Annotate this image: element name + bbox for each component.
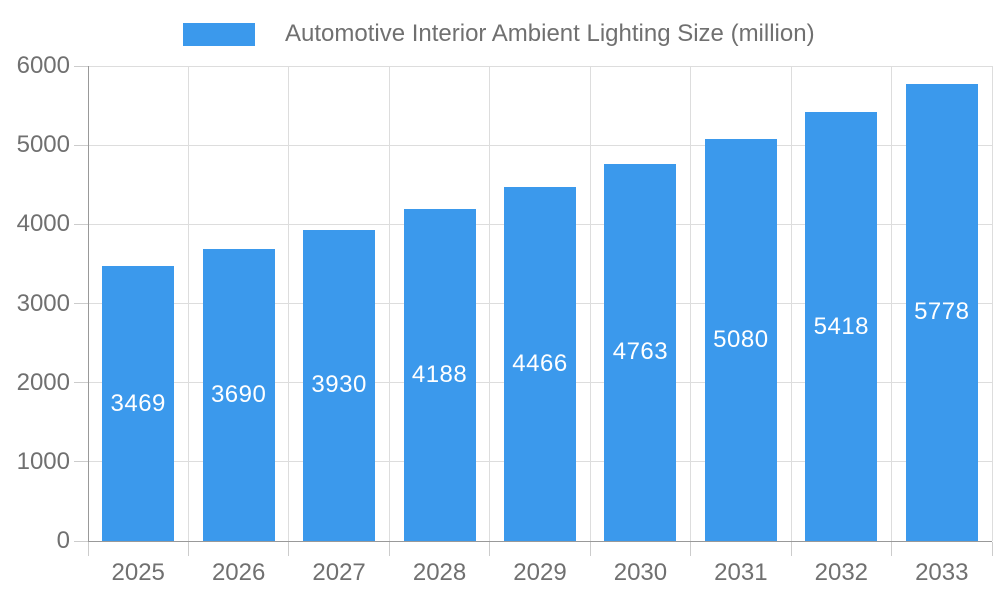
- y-tick-label: 3000: [16, 289, 70, 317]
- x-tick-label: 2030: [613, 559, 668, 586]
- y-tick-label: 5000: [16, 131, 70, 159]
- bar[interactable]: 4466: [504, 187, 576, 541]
- v-gridline: [991, 66, 993, 541]
- bar-value-label: 4763: [612, 338, 669, 366]
- x-tick-label: 2033: [915, 559, 969, 586]
- y-tick-label: 0: [56, 527, 70, 554]
- y-tick: [74, 223, 88, 225]
- x-tick: [388, 542, 390, 556]
- legend-item[interactable]: Automotive Interior Ambient Lighting Siz…: [183, 20, 815, 48]
- x-axis-line: [88, 540, 992, 542]
- x-tick: [87, 542, 89, 556]
- x-tick-label: 2025: [111, 559, 165, 586]
- bar[interactable]: 3469: [102, 266, 175, 541]
- x-tick: [991, 542, 993, 556]
- bar[interactable]: 4188: [403, 209, 476, 541]
- bar-value-label: 4466: [512, 350, 568, 378]
- bar[interactable]: 3930: [303, 229, 376, 541]
- x-tick-label: 2029: [513, 559, 567, 586]
- bar-value-label: 3469: [110, 389, 166, 417]
- bar[interactable]: 4763: [604, 163, 677, 541]
- bar[interactable]: 5778: [905, 83, 978, 541]
- y-tick-label: 6000: [16, 52, 70, 79]
- x-tick: [489, 542, 491, 556]
- v-gridline: [589, 66, 591, 541]
- x-tick-label: 2032: [814, 559, 869, 586]
- y-tick: [74, 382, 88, 384]
- y-tick-label: 2000: [16, 368, 70, 396]
- bar-value-label: 3690: [210, 380, 267, 408]
- bar-value-label: 4188: [411, 361, 468, 389]
- h-gridline: [88, 144, 992, 146]
- x-tick: [690, 542, 692, 556]
- y-tick-label: 1000: [16, 447, 70, 475]
- h-gridline: [88, 65, 992, 67]
- x-tick-label: 2028: [412, 559, 467, 586]
- x-tick: [288, 542, 290, 556]
- bar-value-label: 3930: [311, 371, 367, 399]
- bar[interactable]: 5080: [704, 138, 777, 541]
- v-gridline: [891, 66, 893, 541]
- v-gridline: [288, 66, 290, 541]
- x-tick: [589, 542, 591, 556]
- x-tick: [790, 542, 792, 556]
- bar[interactable]: 3690: [202, 248, 275, 541]
- v-gridline: [489, 66, 491, 541]
- x-tick-label: 2031: [714, 559, 768, 586]
- bar-value-label: 5418: [813, 312, 870, 340]
- legend-label: Automotive Interior Ambient Lighting Siz…: [285, 20, 815, 47]
- x-tick: [187, 542, 189, 556]
- v-gridline: [790, 66, 792, 541]
- bar-value-label: 5778: [914, 298, 970, 326]
- y-tick: [74, 303, 88, 304]
- bar[interactable]: 5418: [805, 112, 878, 541]
- y-axis-line: [87, 66, 89, 541]
- v-gridline: [690, 66, 692, 541]
- y-tick: [74, 65, 88, 67]
- y-tick: [74, 144, 88, 146]
- x-tick-label: 2026: [211, 559, 266, 586]
- y-tick: [74, 540, 88, 542]
- bar-value-label: 5080: [713, 325, 769, 353]
- y-tick-label: 4000: [16, 210, 70, 238]
- y-tick: [74, 461, 88, 463]
- legend-swatch: [183, 22, 255, 46]
- v-gridline: [187, 66, 189, 541]
- v-gridline: [388, 66, 390, 541]
- x-tick-label: 2027: [312, 559, 366, 586]
- x-tick: [891, 542, 893, 556]
